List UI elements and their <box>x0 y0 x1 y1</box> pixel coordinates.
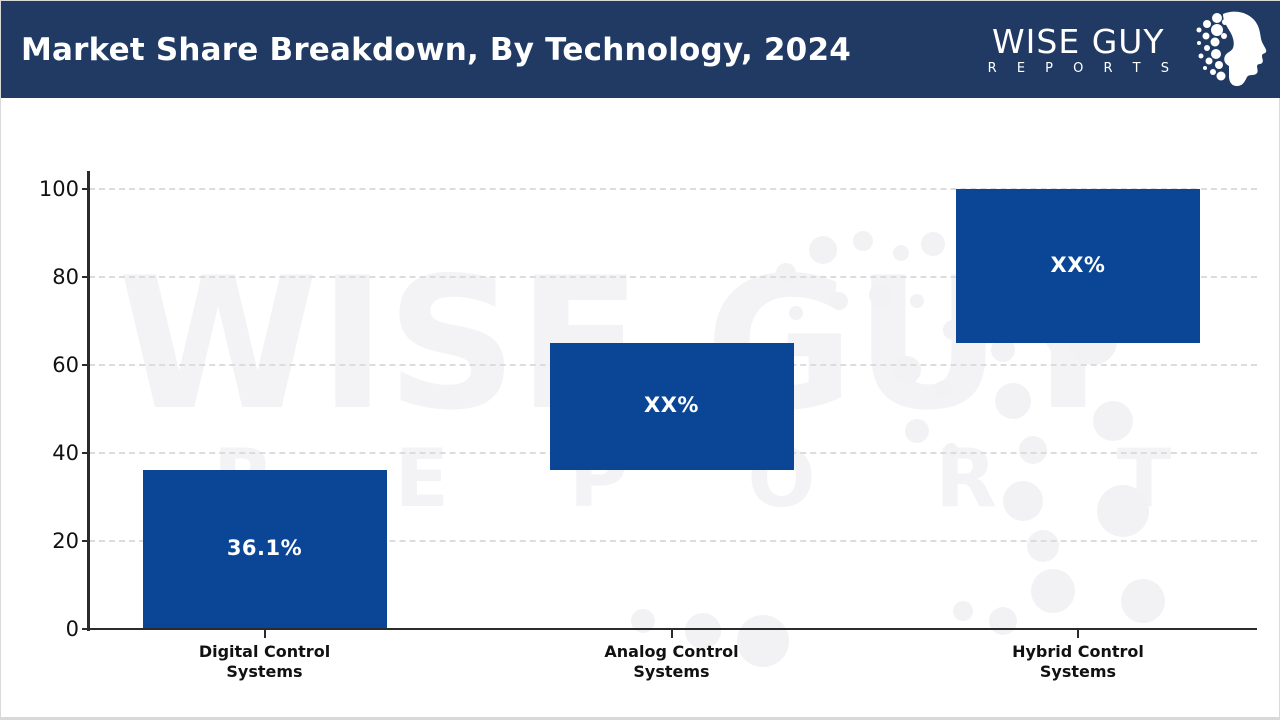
bar-1: 36.1% <box>142 469 387 629</box>
bar-3: XX% <box>956 188 1200 343</box>
bottom-border <box>1 717 1280 719</box>
y-tick-label-20: 20 <box>52 528 79 553</box>
category-label-2: Analog Control Systems <box>604 641 739 681</box>
y-tick-40 <box>82 451 89 454</box>
bar-2: XX% <box>549 342 794 470</box>
category-label-3: Hybrid Control Systems <box>1012 641 1144 681</box>
y-tick-0 <box>82 627 89 630</box>
brand-face-icon <box>1196 11 1267 86</box>
gridline-y80 <box>89 275 1257 278</box>
y-tick-label-60: 60 <box>52 352 79 377</box>
bar-value-label-1: 36.1% <box>226 536 303 561</box>
bar-value-label-2: XX% <box>644 393 699 418</box>
y-axis-line <box>87 171 90 631</box>
y-tick-label-80: 80 <box>52 264 79 289</box>
brand-logo: WISE GUY R E P O R T S <box>980 8 1267 92</box>
y-tick-label-100: 100 <box>38 176 79 201</box>
x-tick-1 <box>263 630 266 638</box>
x-axis-line <box>87 627 1257 630</box>
brand-logo-text: WISE GUY R E P O R T S <box>980 25 1177 75</box>
x-tick-3 <box>1077 630 1079 638</box>
gridline-y20 <box>89 539 1257 542</box>
y-tick-60 <box>82 363 89 366</box>
y-tick-label-0: 0 <box>65 616 79 641</box>
y-tick-100 <box>82 187 89 190</box>
gridline-y100 <box>89 187 1257 190</box>
y-tick-80 <box>82 275 89 278</box>
bar-value-label-3: XX% <box>1050 252 1106 277</box>
brand-name: WISE GUY <box>992 21 1165 61</box>
x-tick-2 <box>670 630 673 638</box>
header: Market Share Breakdown, By Technology, 2… <box>1 1 1280 98</box>
page-title: Market Share Breakdown, By Technology, 2… <box>21 31 851 68</box>
brand-subtitle: R E P O R T S <box>987 60 1177 76</box>
y-tick-20 <box>82 539 89 542</box>
y-tick-label-40: 40 <box>52 440 79 465</box>
category-label-1: Digital Control Systems <box>198 641 331 681</box>
